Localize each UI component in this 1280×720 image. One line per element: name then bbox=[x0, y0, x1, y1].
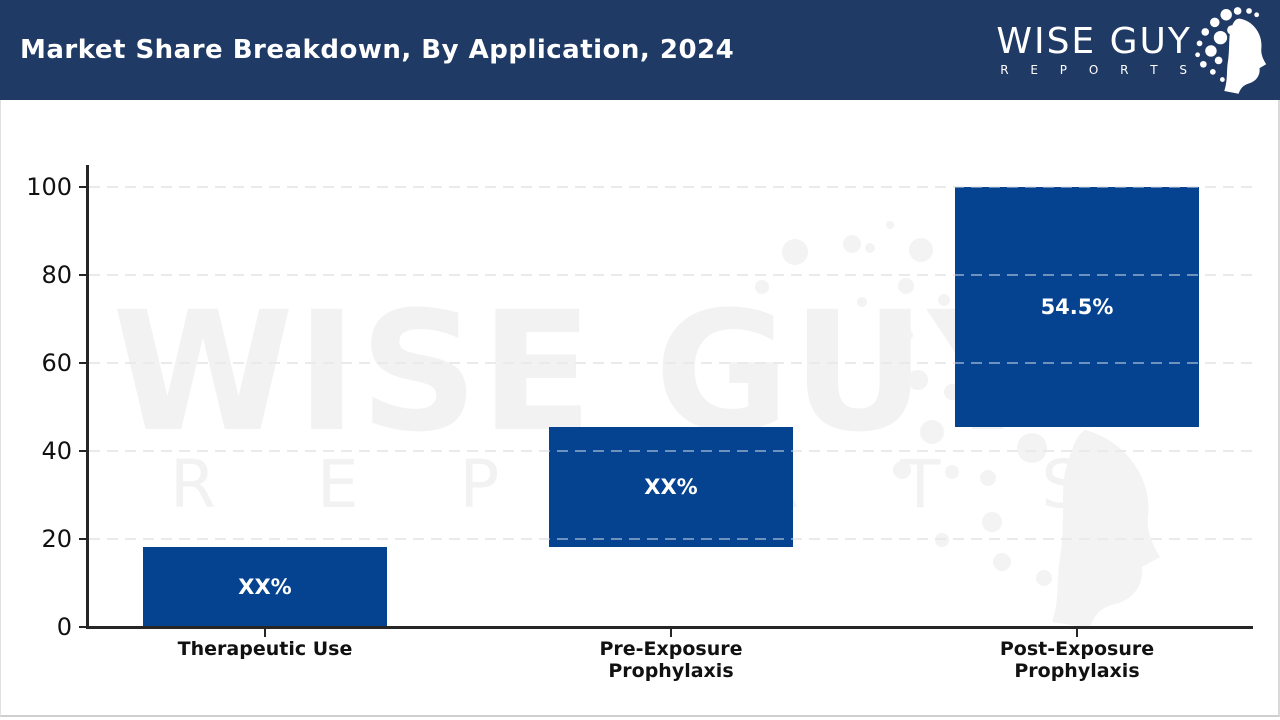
y-axis-tick bbox=[79, 186, 88, 188]
y-axis-tick bbox=[79, 538, 88, 540]
gridline-overlay bbox=[89, 362, 1253, 364]
y-axis-tick-label: 0 bbox=[56, 613, 72, 641]
gridline bbox=[89, 274, 1253, 276]
bar-value-label: XX% bbox=[238, 574, 292, 599]
x-axis-tick bbox=[670, 629, 672, 637]
gridline-overlay bbox=[89, 538, 1253, 540]
bar: 54.5% bbox=[955, 187, 1199, 427]
y-axis-tick bbox=[79, 450, 88, 452]
x-axis-tick bbox=[1076, 629, 1078, 637]
y-axis-tick-label: 80 bbox=[41, 261, 72, 289]
logo-subtitle: R E P O R T S bbox=[1000, 62, 1196, 77]
bar-value-label: XX% bbox=[644, 474, 698, 499]
wiseguy-logo: WISE GUY R E P O R T S bbox=[992, 4, 1270, 96]
bar: XX% bbox=[549, 426, 793, 547]
gridline-overlay bbox=[89, 274, 1253, 276]
y-axis-tick bbox=[79, 362, 88, 364]
bar-value-label: 54.5% bbox=[1040, 294, 1114, 319]
x-axis bbox=[86, 626, 1253, 629]
x-axis-category-label: Therapeutic Use bbox=[177, 638, 353, 660]
logo-text: WISE GUY R E P O R T S bbox=[992, 23, 1196, 77]
x-axis-category-label: Post-Exposure Prophylaxis bbox=[999, 638, 1155, 682]
y-axis-tick-label: 60 bbox=[41, 349, 72, 377]
y-axis-tick bbox=[79, 274, 88, 276]
bar: XX% bbox=[143, 546, 387, 627]
y-axis-tick-label: 40 bbox=[41, 437, 72, 465]
y-axis-tick bbox=[79, 626, 88, 628]
x-axis-category-label: Pre-Exposure Prophylaxis bbox=[599, 638, 743, 682]
logo-face-icon bbox=[1195, 7, 1267, 94]
logo-wordmark: WISE GUY bbox=[996, 21, 1192, 63]
gridline-overlay bbox=[89, 450, 1253, 452]
gridline bbox=[89, 362, 1253, 364]
x-axis-tick bbox=[264, 629, 266, 637]
y-axis-tick-label: 20 bbox=[41, 525, 72, 553]
gridline bbox=[89, 186, 1253, 188]
y-axis bbox=[86, 165, 89, 629]
gridline-overlay bbox=[89, 186, 1253, 188]
header-bar: Market Share Breakdown, By Application, … bbox=[0, 0, 1280, 100]
y-axis-tick-label: 100 bbox=[26, 173, 72, 201]
page-title: Market Share Breakdown, By Application, … bbox=[20, 35, 735, 65]
